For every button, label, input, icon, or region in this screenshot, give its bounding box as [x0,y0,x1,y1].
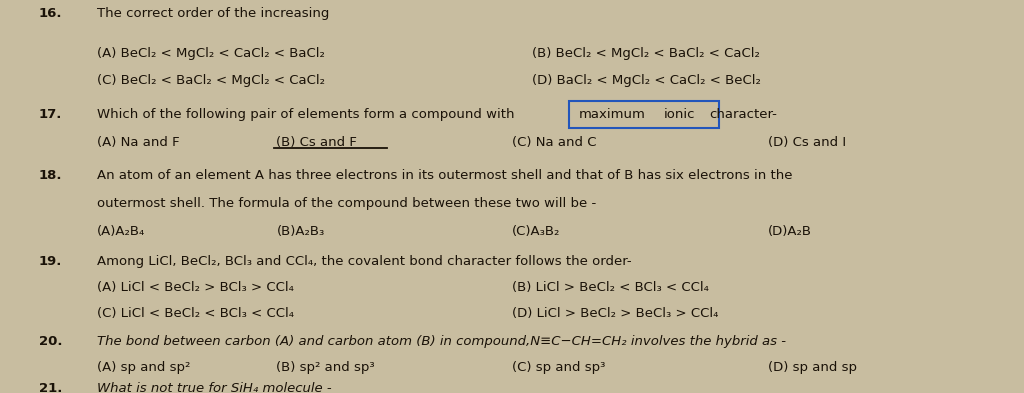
Text: ionic: ionic [664,108,695,121]
Text: (B)A₂B₃: (B)A₂B₃ [276,225,325,238]
Text: (A)A₂B₄: (A)A₂B₄ [97,225,145,238]
Text: Which of the following pair of elements form a compound with: Which of the following pair of elements … [97,108,515,121]
Text: Among LiCl, BeCl₂, BCl₃ and CCl₄, the covalent bond character follows the order-: Among LiCl, BeCl₂, BCl₃ and CCl₄, the co… [97,255,632,268]
Text: (C) Na and C: (C) Na and C [512,136,597,149]
Text: 21.: 21. [39,382,62,393]
Text: (D) BaCl₂ < MgCl₂ < CaCl₂ < BeCl₂: (D) BaCl₂ < MgCl₂ < CaCl₂ < BeCl₂ [532,75,762,88]
Text: 19.: 19. [39,255,62,268]
Text: 17.: 17. [39,108,62,121]
Text: maximum: maximum [579,108,645,121]
Text: 16.: 16. [39,7,62,20]
Text: (C)A₃B₂: (C)A₃B₂ [512,225,560,238]
Text: (B) LiCl > BeCl₂ < BCl₃ < CCl₄: (B) LiCl > BeCl₂ < BCl₃ < CCl₄ [512,281,709,294]
Text: (B) Cs and F: (B) Cs and F [276,136,357,149]
Text: (D)A₂B: (D)A₂B [768,225,812,238]
Text: (D) LiCl > BeCl₂ > BeCl₃ > CCl₄: (D) LiCl > BeCl₂ > BeCl₃ > CCl₄ [512,307,719,320]
Text: (B) BeCl₂ < MgCl₂ < BaCl₂ < CaCl₂: (B) BeCl₂ < MgCl₂ < BaCl₂ < CaCl₂ [532,46,761,60]
Text: outermost shell. The formula of the compound between these two will be -: outermost shell. The formula of the comp… [97,197,597,210]
Text: (A) LiCl < BeCl₂ > BCl₃ > CCl₄: (A) LiCl < BeCl₂ > BCl₃ > CCl₄ [97,281,294,294]
Text: (A) sp and sp²: (A) sp and sp² [97,361,190,374]
Text: 20.: 20. [39,335,62,348]
Text: character-: character- [710,108,777,121]
Text: (C) BeCl₂ < BaCl₂ < MgCl₂ < CaCl₂: (C) BeCl₂ < BaCl₂ < MgCl₂ < CaCl₂ [97,75,326,88]
Text: (D) Cs and I: (D) Cs and I [768,136,846,149]
Text: What is not true for SiH₄ molecule -: What is not true for SiH₄ molecule - [97,382,332,393]
Text: (A) Na and F: (A) Na and F [97,136,180,149]
Text: An atom of an element A has three electrons in its outermost shell and that of B: An atom of an element A has three electr… [97,169,793,182]
Text: The bond between carbon (A) and carbon atom (B) in compound,N≡C−CH=CH₂ involves : The bond between carbon (A) and carbon a… [97,335,786,348]
Text: (C) LiCl < BeCl₂ < BCl₃ < CCl₄: (C) LiCl < BeCl₂ < BCl₃ < CCl₄ [97,307,294,320]
Text: (B) sp² and sp³: (B) sp² and sp³ [276,361,375,374]
Text: (A) BeCl₂ < MgCl₂ < CaCl₂ < BaCl₂: (A) BeCl₂ < MgCl₂ < CaCl₂ < BaCl₂ [97,46,326,60]
Text: 18.: 18. [39,169,62,182]
Text: (C) sp and sp³: (C) sp and sp³ [512,361,605,374]
Text: The correct order of the increasing: The correct order of the increasing [97,7,330,20]
Text: (D) sp and sp: (D) sp and sp [768,361,857,374]
